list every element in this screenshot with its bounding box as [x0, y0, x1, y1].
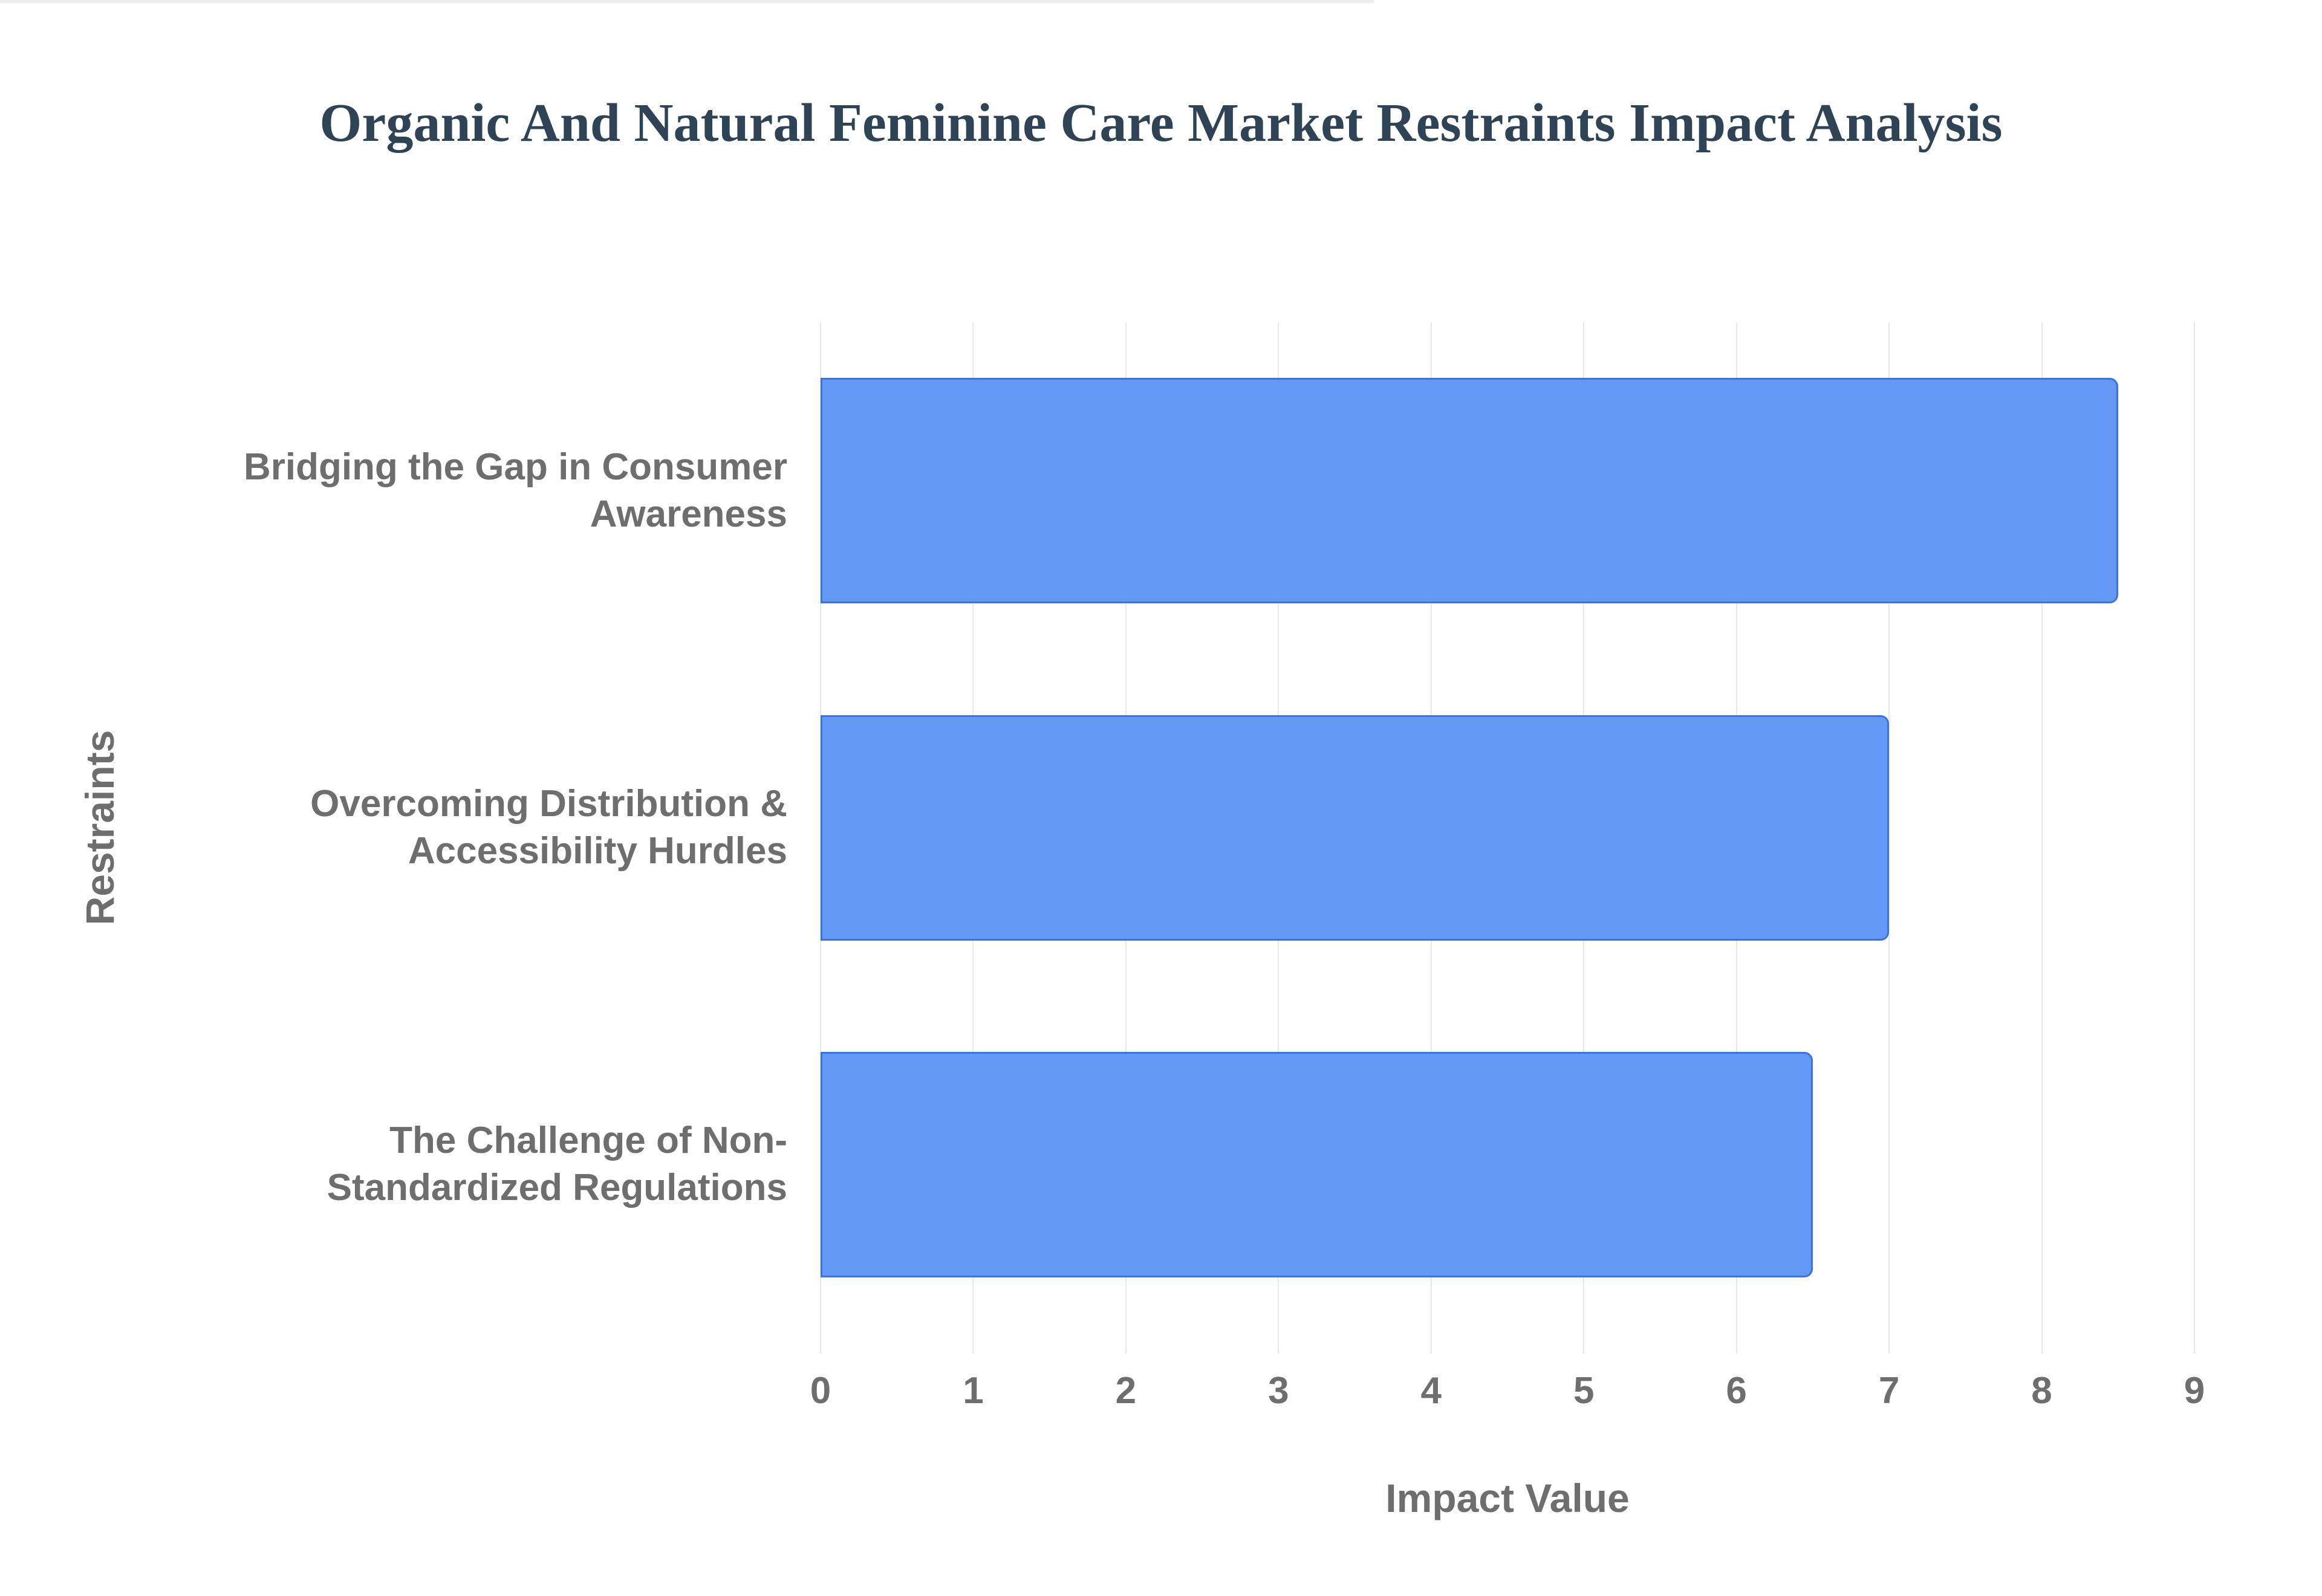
x-tick-label: 7 — [1878, 1370, 1900, 1412]
x-tick-label: 4 — [1420, 1370, 1442, 1412]
category-label: Overcoming Distribution & Accessibility … — [310, 783, 787, 872]
x-tick-label: 8 — [2031, 1370, 2052, 1412]
x-tick-label: 5 — [1573, 1370, 1595, 1412]
x-tick-label: 9 — [2184, 1370, 2205, 1412]
category-label: The Challenge of Non-Standardized Regula… — [327, 1120, 787, 1208]
x-axis-line — [0, 0, 1374, 3]
y-axis-title: Restraints — [77, 730, 122, 926]
gridline — [2041, 322, 2043, 1354]
bar — [821, 715, 1889, 941]
bar — [821, 378, 2118, 603]
x-axis-title: Impact Value — [1385, 1476, 1630, 1520]
x-tick-label: 6 — [1726, 1370, 1747, 1412]
gridline — [1888, 322, 1890, 1354]
gridline — [2194, 322, 2195, 1354]
x-tick-label: 1 — [963, 1370, 984, 1412]
category-label: Bridging the Gap in Consumer Awareness — [243, 446, 787, 535]
x-tick-label: 0 — [810, 1370, 831, 1412]
chart-title: Organic And Natural Feminine Care Market… — [319, 93, 2003, 153]
x-tick-label: 2 — [1115, 1370, 1137, 1412]
bar — [821, 1052, 1813, 1277]
x-tick-label: 3 — [1268, 1370, 1289, 1412]
